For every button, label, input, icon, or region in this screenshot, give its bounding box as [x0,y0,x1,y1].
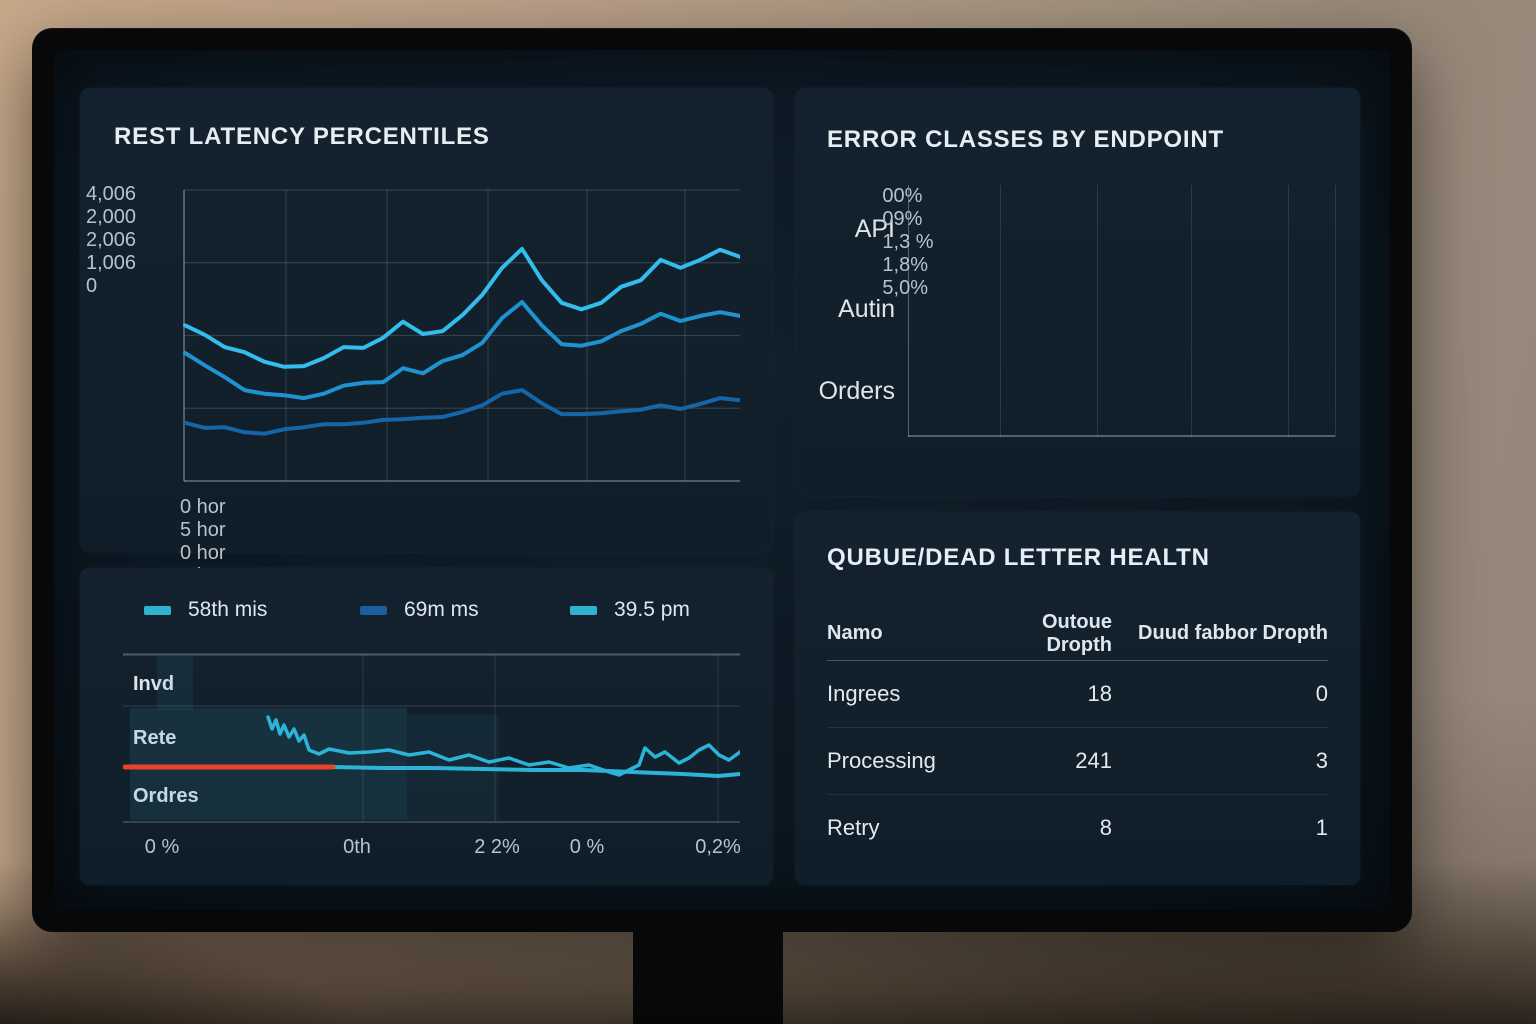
panel-errors: ERROR CLASSES BY ENDPOINT API Autin Orders… [795,88,1360,496]
table-row: Processing 241 3 [827,728,1328,795]
legend-item[interactable]: 39.5 pm [570,598,690,622]
timeline-row-label: Ordres [133,785,199,807]
table-cell: 3 [1315,748,1328,773]
panel-queue: QUBUE/DEAD LETTER HEALTN Namo Outoue Drop… [795,512,1360,885]
y-tick-label: 0 [86,275,98,297]
series-upper-line [183,246,740,369]
series-jagged-line [266,715,740,777]
bar-category-label: API [854,215,895,243]
timeline-row-label: Invd [133,673,175,695]
series-lower-line [183,388,740,436]
errors-bar-chart: API Autin Orders 00% 09% 1,3 % 1,8% 5,0% [819,185,1336,437]
x-tick-label: 0th [343,836,371,858]
monitor-screen: REST LATENCY PERCENTILES 4,006 2,000 2,006… [54,50,1390,910]
latency-panel-title: REST LATENCY PERCENTILES [114,123,490,150]
x-tick-label: 1,3 % [882,231,934,253]
legend-item[interactable]: 58th mis [144,598,267,622]
legend-label: 58th mis [188,598,268,621]
gridline [1288,185,1290,437]
highlight-region [157,656,193,710]
table-header-cell: Duud fabbor Dropth [1138,622,1328,644]
legend-item[interactable]: 69m ms [360,598,479,622]
bar-category-label: Orders [818,377,895,405]
bar-category-label: Autin [838,295,895,323]
latency-y-axis: 4,006 2,000 2,006 1,006 0 [86,183,170,483]
y-tick-label: 2,000 [86,206,137,228]
legend-label: 39.5 pm [614,598,690,621]
queue-table: Namo Outoue Dropth Duud fabbor Dropth Ingre… [827,607,1328,861]
x-tick-label: 00% [882,185,923,207]
table-header-cell: Namo [827,622,883,644]
x-tick-label: 5 hor [180,519,226,541]
errors-panel-title: ERROR CLASSES BY ENDPOINT [827,126,1224,153]
x-tick-label: 1,8% [882,254,929,276]
x-tick-label: 0 hor [180,542,226,564]
timeline-line-chart [123,653,740,823]
legend-swatch-icon [570,605,597,615]
series-flat-line [331,765,740,778]
legend-swatch-icon [144,605,171,615]
panel-latency: REST LATENCY PERCENTILES 4,006 2,000 2,006… [80,88,773,610]
legend-label: 69m ms [404,598,479,621]
y-tick-label: 2,006 [86,229,137,251]
table-cell: 8 [1099,815,1112,840]
table-header-cell: Outoue Dropth [1042,610,1112,656]
monitor-stand [633,925,783,1024]
table-cell: 18 [1087,681,1112,706]
table-header-row: Namo Outoue Dropth Duud fabbor Dropth [827,607,1328,661]
dashboard: REST LATENCY PERCENTILES 4,006 2,000 2,006… [54,50,1390,910]
gridline [999,185,1001,437]
legend-swatch-icon [360,605,387,615]
table-cell: 0 [1315,681,1328,706]
latency-line-chart [183,189,740,482]
y-tick-label: 4,006 [86,183,137,205]
table-cell: Ingrees [827,681,901,706]
x-tick-label: 0 % [569,836,605,858]
table-cell: Retry [827,815,880,840]
table-row: Ingrees 18 0 [827,661,1328,728]
monitor-bezel: REST LATENCY PERCENTILES 4,006 2,000 2,006… [32,28,1412,932]
x-tick-label: 5,0% [882,277,929,299]
table-row: Retry 8 1 [827,795,1328,861]
x-axis-line [908,435,1335,437]
x-tick-label: 0 hor [180,496,226,518]
timeline-row-label: Rete [133,727,177,749]
y-tick-label: 1,006 [86,252,137,274]
panel-timeline: 58th mis 69m ms 39.5 pm Invd Rete Ordres 0 %… [80,568,773,885]
x-tick-label: 2 2% [474,836,520,858]
gridline [1096,185,1098,437]
gridline [908,185,909,437]
x-tick-label: 0,2% [695,836,741,858]
table-cell: Processing [827,748,936,773]
table-cell: 241 [1075,748,1112,773]
table-cell: 1 [1315,815,1328,840]
errors-x-axis: 00% 09% 1,3 % 1,8% 5,0% [882,185,959,300]
x-tick-label: 0 % [144,836,180,858]
gridline [1190,185,1192,437]
x-tick-label: 09% [882,208,923,230]
queue-panel-title: QUBUE/DEAD LETTER HEALTN [827,544,1210,571]
gridline [1335,185,1336,437]
series-middle-line [183,300,740,401]
highlight-region [130,708,407,820]
